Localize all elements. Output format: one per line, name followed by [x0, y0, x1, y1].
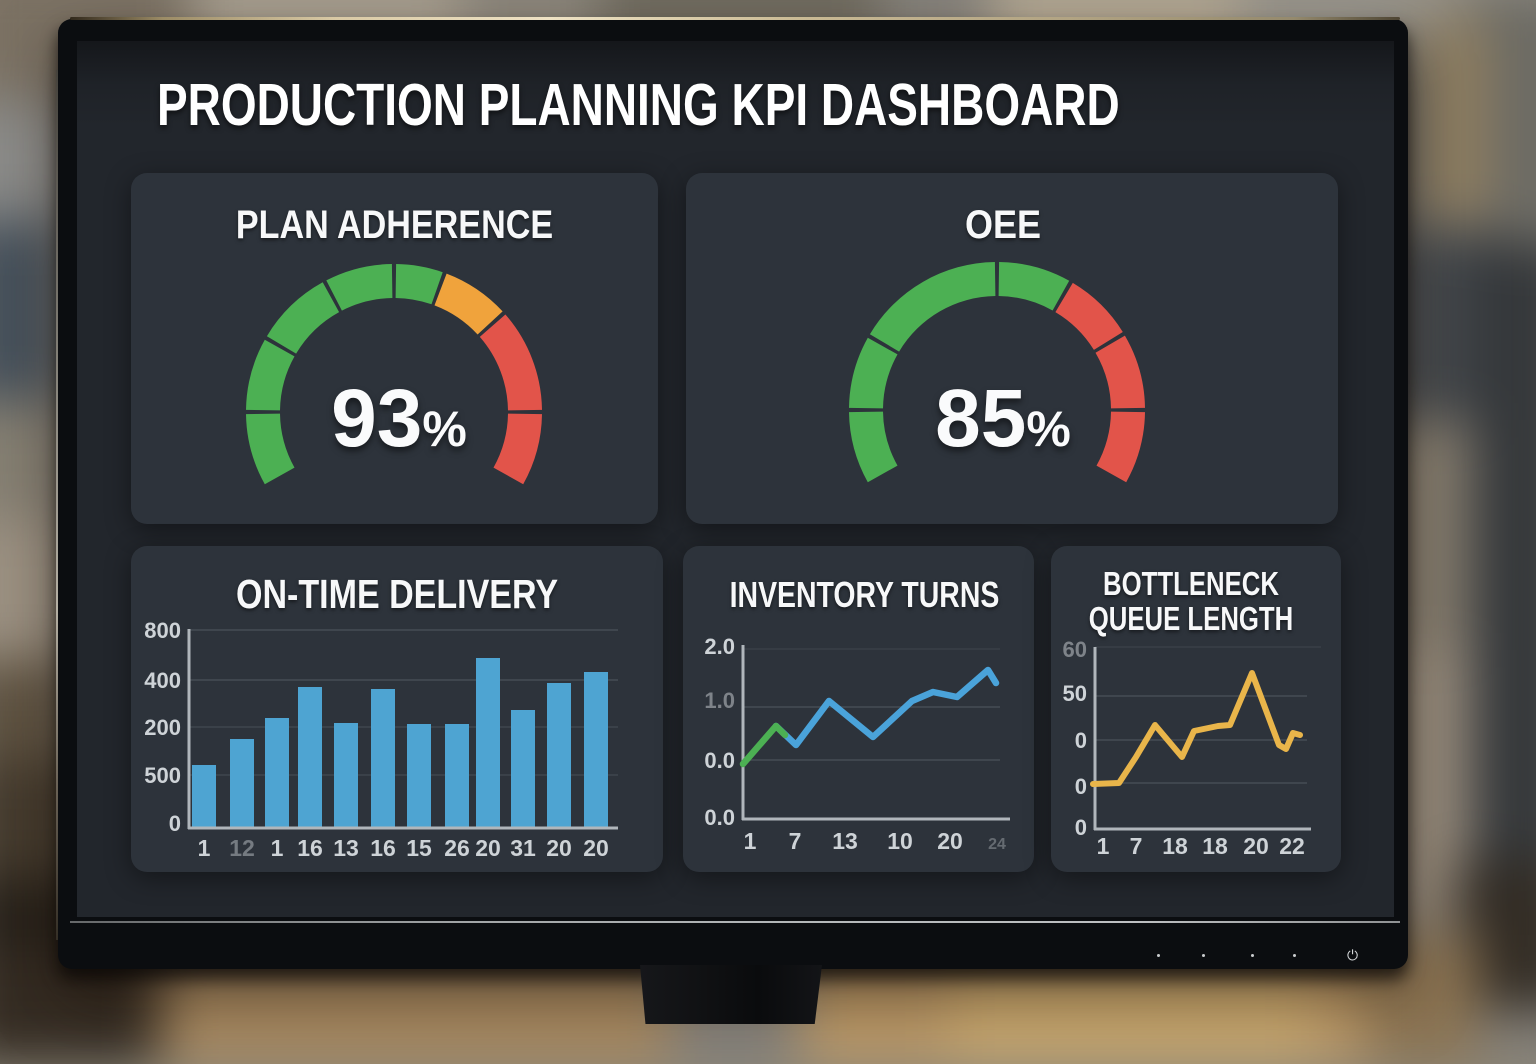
svg-text:0: 0: [1075, 815, 1087, 840]
svg-text:0.0: 0.0: [704, 748, 735, 773]
svg-text:500: 500: [144, 763, 181, 788]
svg-text:13: 13: [832, 828, 858, 854]
svg-text:1: 1: [744, 828, 757, 854]
svg-text:2.0: 2.0: [704, 634, 735, 659]
svg-text:60: 60: [1063, 637, 1087, 662]
svg-text:10: 10: [887, 828, 913, 854]
svg-text:31: 31: [510, 835, 536, 861]
svg-text:0: 0: [1075, 728, 1087, 753]
svg-text:12: 12: [229, 835, 255, 861]
svg-text:16: 16: [370, 835, 396, 861]
svg-text:26: 26: [444, 835, 470, 861]
svg-text:20: 20: [546, 835, 572, 861]
svg-text:20: 20: [1243, 833, 1269, 859]
svg-text:22: 22: [1279, 833, 1305, 859]
svg-text:7: 7: [1130, 833, 1143, 859]
svg-text:200: 200: [144, 715, 181, 740]
svg-text:1: 1: [198, 835, 211, 861]
svg-text:7: 7: [789, 828, 802, 854]
svg-text:15: 15: [406, 835, 432, 861]
svg-text:16: 16: [297, 835, 323, 861]
svg-text:1: 1: [1097, 833, 1110, 859]
svg-text:1: 1: [271, 835, 284, 861]
svg-text:800: 800: [144, 618, 181, 643]
svg-text:20: 20: [475, 835, 501, 861]
svg-text:0: 0: [1075, 774, 1087, 799]
svg-text:13: 13: [333, 835, 359, 861]
svg-text:50: 50: [1063, 681, 1087, 706]
svg-text:20: 20: [937, 828, 963, 854]
svg-text:1.0: 1.0: [704, 688, 735, 713]
svg-text:0: 0: [169, 811, 181, 836]
svg-text:24: 24: [988, 836, 1006, 853]
svg-text:20: 20: [583, 835, 609, 861]
svg-text:18: 18: [1162, 833, 1188, 859]
svg-text:400: 400: [144, 668, 181, 693]
svg-text:18: 18: [1202, 833, 1228, 859]
svg-text:0.0: 0.0: [704, 805, 735, 830]
